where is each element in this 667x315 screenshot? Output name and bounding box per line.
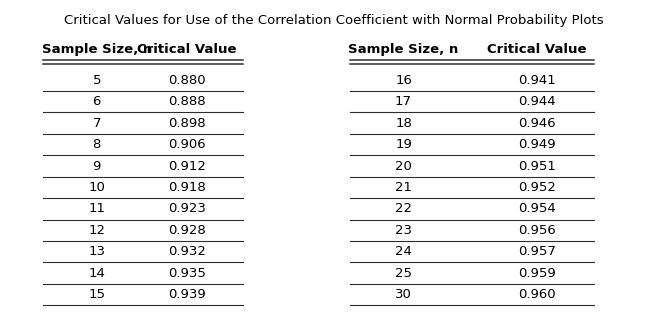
Text: 0.954: 0.954 bbox=[518, 202, 556, 215]
Text: 18: 18 bbox=[395, 117, 412, 130]
Text: Critical Values for Use of the Correlation Coefficient with Normal Probability P: Critical Values for Use of the Correlati… bbox=[63, 14, 604, 27]
Text: 23: 23 bbox=[395, 224, 412, 237]
Text: 9: 9 bbox=[93, 159, 101, 173]
Text: 0.935: 0.935 bbox=[168, 266, 205, 280]
Text: 15: 15 bbox=[88, 288, 105, 301]
Text: 7: 7 bbox=[93, 117, 101, 130]
Text: 0.960: 0.960 bbox=[518, 288, 556, 301]
Text: 13: 13 bbox=[88, 245, 105, 258]
Text: 0.912: 0.912 bbox=[168, 159, 205, 173]
Text: 0.923: 0.923 bbox=[168, 202, 205, 215]
Text: 21: 21 bbox=[395, 181, 412, 194]
Text: 16: 16 bbox=[395, 74, 412, 87]
Text: 5: 5 bbox=[93, 74, 101, 87]
Text: 0.949: 0.949 bbox=[518, 138, 556, 151]
Text: 17: 17 bbox=[395, 95, 412, 108]
Text: 14: 14 bbox=[88, 266, 105, 280]
Text: 0.957: 0.957 bbox=[518, 245, 556, 258]
Text: 12: 12 bbox=[88, 224, 105, 237]
Text: 0.944: 0.944 bbox=[518, 95, 556, 108]
Text: 6: 6 bbox=[93, 95, 101, 108]
Text: 19: 19 bbox=[395, 138, 412, 151]
Text: 30: 30 bbox=[395, 288, 412, 301]
Text: 0.932: 0.932 bbox=[168, 245, 205, 258]
Text: 25: 25 bbox=[395, 266, 412, 280]
Text: Sample Size, n: Sample Size, n bbox=[348, 43, 459, 55]
Text: 8: 8 bbox=[93, 138, 101, 151]
Text: Sample Size, n: Sample Size, n bbox=[41, 43, 152, 55]
Text: 10: 10 bbox=[88, 181, 105, 194]
Text: 0.941: 0.941 bbox=[518, 74, 556, 87]
Text: 0.959: 0.959 bbox=[518, 266, 556, 280]
Text: 24: 24 bbox=[395, 245, 412, 258]
Text: 0.939: 0.939 bbox=[168, 288, 205, 301]
Text: 0.898: 0.898 bbox=[168, 117, 205, 130]
Text: Critical Value: Critical Value bbox=[487, 43, 587, 55]
Text: 0.906: 0.906 bbox=[168, 138, 205, 151]
Text: 0.951: 0.951 bbox=[518, 159, 556, 173]
Text: 0.888: 0.888 bbox=[168, 95, 205, 108]
Text: 0.952: 0.952 bbox=[518, 181, 556, 194]
Text: 22: 22 bbox=[395, 202, 412, 215]
Text: 0.918: 0.918 bbox=[168, 181, 205, 194]
Text: 11: 11 bbox=[88, 202, 105, 215]
Text: 0.880: 0.880 bbox=[168, 74, 205, 87]
Text: 0.956: 0.956 bbox=[518, 224, 556, 237]
Text: 20: 20 bbox=[395, 159, 412, 173]
Text: Critical Value: Critical Value bbox=[137, 43, 237, 55]
Text: 0.928: 0.928 bbox=[168, 224, 205, 237]
Text: 0.946: 0.946 bbox=[518, 117, 556, 130]
